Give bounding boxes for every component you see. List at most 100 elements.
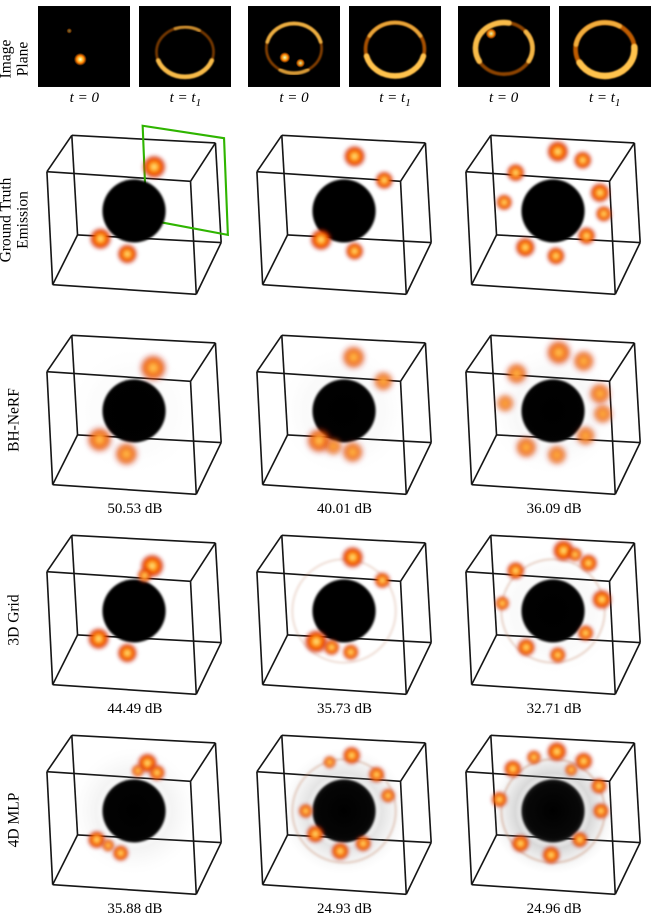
time-caption-text: t = 0 (489, 90, 519, 106)
emission-blob (516, 637, 536, 657)
emission-cube (465, 534, 642, 696)
bright-arc (367, 20, 423, 38)
time-caption: t = t1 (170, 89, 201, 112)
emission-dot (74, 52, 88, 66)
emission-blob (571, 831, 589, 849)
emission-blob (490, 790, 509, 809)
method-row: 4D MLP 35.88 dB 24.93 dB 24.96 dB (0, 720, 659, 919)
image-plane-column: t = 0 t = t1 (240, 6, 450, 112)
rotated-label: BH-NeRF (6, 388, 24, 452)
emission-blob (546, 246, 566, 266)
black-hole (102, 179, 166, 243)
row-label-image-plane: Image Plane (0, 6, 32, 112)
emission-blob (573, 150, 593, 170)
emission-blob (547, 445, 567, 465)
time-caption-subscript: 1 (405, 97, 411, 109)
rotated-label: Image Plane (0, 40, 32, 79)
image-plane-cell: t = t1 (349, 6, 441, 112)
bright-arc (523, 29, 535, 64)
emission-blob (111, 844, 130, 862)
cube-wireframe (465, 134, 642, 296)
time-caption: t = 0 (489, 89, 518, 112)
cube-cell: 40.01 dB (240, 320, 450, 519)
emission-cube (255, 534, 432, 696)
emission-cube (45, 124, 229, 296)
emission-blob (515, 436, 537, 458)
psnr-label: 36.09 dB (526, 501, 582, 517)
emission-dot (279, 52, 291, 64)
row-label-line: 4D MLP (5, 792, 23, 847)
emission-cube (465, 734, 642, 896)
black-hole (521, 179, 585, 243)
psnr-label: 50.53 dB (107, 501, 163, 517)
emission-dot (295, 58, 306, 68)
black-hole (102, 579, 166, 643)
bright-arc (265, 21, 323, 44)
time-caption-text: t = 0 (279, 90, 309, 106)
emission-blob (567, 546, 583, 563)
emission-blob (506, 561, 526, 581)
emission-blob (593, 404, 613, 424)
emission-blob (116, 642, 138, 664)
image-plane-panel (558, 6, 651, 87)
bright-arc (363, 53, 427, 79)
rotated-label: 4D MLP (5, 792, 24, 847)
emission-blob (511, 833, 531, 854)
time-caption: t = 0 (70, 89, 99, 112)
row-label-line: 3D Grid (5, 593, 23, 646)
emission-blob (86, 427, 112, 453)
emission-blob (341, 441, 363, 463)
image-plane-column: t = 0 t = t1 (449, 6, 659, 112)
emission-blob (297, 803, 313, 819)
emission-blob (324, 437, 342, 455)
cube-cell (30, 120, 240, 319)
row-label: Ground Truth Emission (0, 120, 32, 319)
time-caption-subscript: 1 (195, 97, 202, 109)
emission-blob (341, 345, 365, 369)
bright-arc (278, 68, 310, 75)
cube-cell: 50.53 dB (30, 320, 240, 519)
rotated-label: Ground Truth Emission (0, 177, 32, 262)
cube-wireframe (465, 334, 642, 496)
emission-blob (341, 745, 361, 765)
image-plane-panel (248, 6, 340, 87)
emission-blob (506, 363, 528, 385)
emission-blob (322, 638, 340, 656)
emission-blob (148, 764, 166, 782)
image-plane-panel (457, 6, 550, 87)
emission-blob (546, 140, 570, 164)
row-label: BH-NeRF (0, 320, 30, 519)
emission-blob (549, 646, 567, 664)
method-row: BH-NeRF 50.53 dB 40.01 dB 36.09 dB (0, 320, 659, 519)
emission-cube (255, 334, 432, 496)
emission-blob (116, 243, 138, 265)
image-plane-column: t = 0 t = t1 (30, 6, 240, 112)
emission-blob (88, 227, 112, 251)
ring-artifact (500, 558, 607, 664)
emission-blob (374, 170, 394, 190)
emission-blob (309, 228, 333, 252)
cube-cell: 36.09 dB (449, 320, 659, 519)
emission-blob (573, 350, 595, 372)
psnr-label: 32.71 dB (526, 701, 582, 717)
emission-dot (485, 28, 497, 40)
emission-blob (373, 571, 391, 589)
emission-blob (579, 553, 599, 573)
black-hole (311, 579, 376, 643)
emission-blob (130, 764, 145, 778)
psnr-label: 44.49 dB (107, 701, 163, 717)
emission-blob (101, 838, 115, 853)
row-label-line: Ground Truth (0, 177, 15, 262)
emission-blob (344, 241, 364, 261)
emission-blob (330, 841, 350, 861)
time-caption-text: t = 0 (69, 90, 99, 106)
emission-blob (526, 749, 542, 765)
image-plane-cell: t = t1 (558, 6, 651, 112)
method-row: Ground Truth Emission (0, 120, 659, 319)
time-caption-text: t = t (169, 90, 196, 106)
emission-blob (595, 205, 613, 223)
emission-dot (66, 28, 73, 34)
emission-blob (495, 193, 514, 211)
emission-cube (255, 734, 432, 896)
